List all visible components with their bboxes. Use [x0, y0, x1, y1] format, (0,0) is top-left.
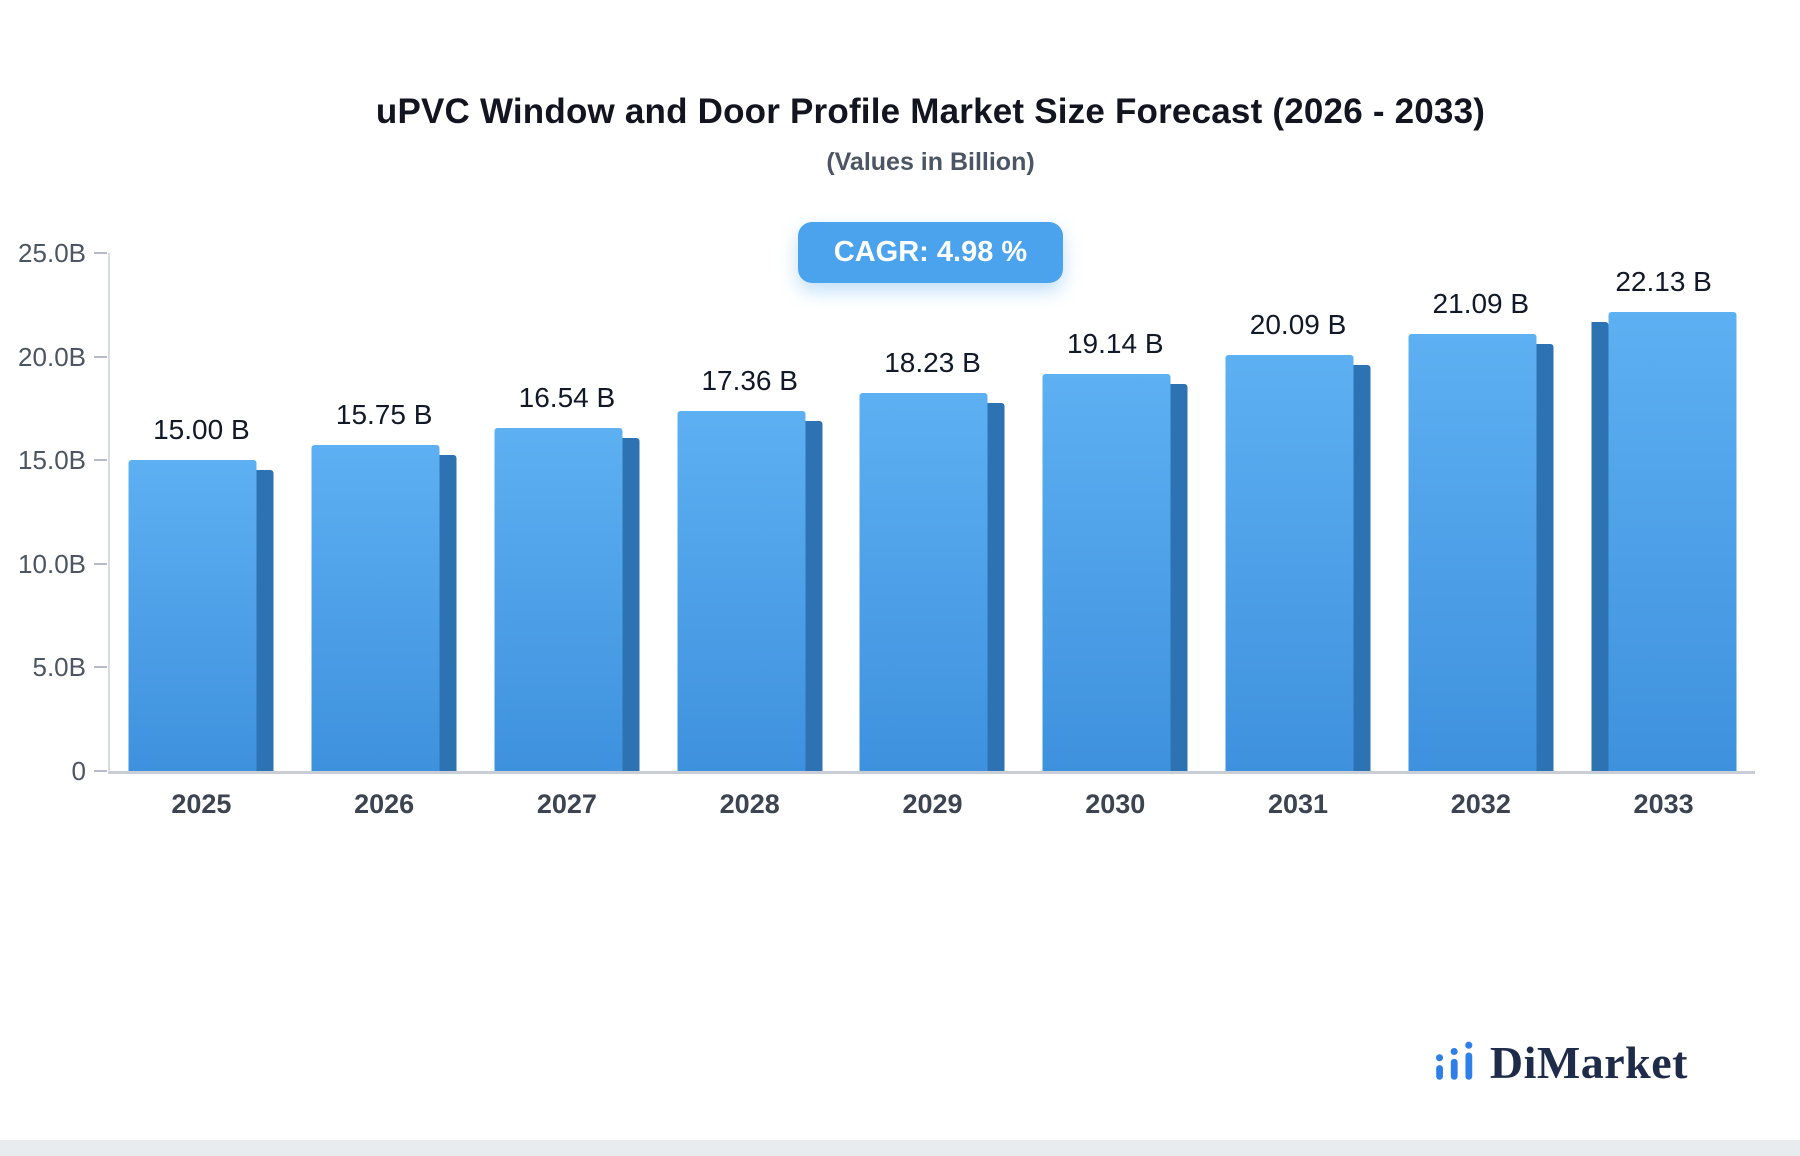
- x-axis-label: 2026: [354, 789, 415, 819]
- bar-front-face: [311, 444, 440, 771]
- bar-value-label: 15.00 B: [153, 414, 250, 446]
- bar-side-face: [622, 438, 640, 771]
- bar-value-label: 21.09 B: [1432, 288, 1530, 320]
- bar[interactable]: [677, 411, 823, 771]
- y-axis-tick: [94, 770, 107, 772]
- bar-value-label: 19.14 B: [1066, 328, 1164, 360]
- bar-front-face: [128, 460, 257, 771]
- bar[interactable]: [1408, 334, 1554, 771]
- bar[interactable]: [128, 460, 274, 771]
- bar-group: 21.09 B 2032: [1389, 253, 1572, 819]
- bar-side-face: [1591, 322, 1609, 771]
- cagr-badge: CAGR: 4.98 %: [797, 222, 1064, 283]
- bar-value-label: 17.36 B: [701, 365, 798, 397]
- bar-side-face: [1353, 364, 1371, 771]
- y-axis-label: 20.0B: [18, 341, 86, 372]
- y-axis-label: 0: [71, 756, 86, 786]
- y-axis-tick: [94, 252, 107, 254]
- brand-name: DiMarket: [1489, 1037, 1688, 1088]
- bar[interactable]: [859, 393, 1005, 771]
- bar[interactable]: [494, 428, 640, 771]
- bar-group: 15.75 B 2026: [293, 253, 476, 819]
- bar-front-face: [1225, 354, 1354, 771]
- chart-subtitle: (Values in Billion): [826, 148, 1035, 176]
- y-axis-label: 25.0B: [18, 238, 86, 268]
- bar-front-face: [1042, 374, 1171, 771]
- bar-side-face: [805, 421, 823, 771]
- dimarket-logo-icon: [1432, 1040, 1478, 1086]
- bar-side-face: [439, 454, 457, 771]
- bar-front-face: [494, 428, 623, 771]
- chart-title: uPVC Window and Door Profile Market Size…: [375, 92, 1486, 131]
- x-axis-label: 2030: [1085, 789, 1146, 819]
- bar-value-label: 18.23 B: [884, 347, 981, 379]
- y-axis: 25.0B 20.0B 15.0B 10.0B 5.0B 0: [0, 238, 87, 786]
- y-axis-label: 10.0B: [18, 548, 86, 579]
- y-axis-tick: [94, 562, 107, 565]
- bar-value-label: 20.09 B: [1249, 308, 1347, 340]
- bar-group: 19.14 B 2030: [1024, 253, 1207, 819]
- x-axis-label: 2031: [1267, 789, 1329, 819]
- bar-group: 22.13 B 2033: [1572, 253, 1755, 819]
- x-axis-label: 2027: [536, 789, 597, 819]
- cagr-badge-row: CAGR: 4.98 %: [108, 222, 1753, 283]
- y-axis-label: 15.0B: [18, 445, 86, 476]
- bar-front-face: [1608, 312, 1737, 771]
- y-axis-tick: [94, 666, 107, 669]
- bar-group: 17.36 B 2028: [658, 253, 841, 819]
- y-axis-tick: [94, 355, 107, 358]
- bottom-strip: [0, 1140, 1800, 1156]
- x-axis-label: 2025: [171, 789, 232, 819]
- bar-front-face: [859, 393, 988, 771]
- bar-front-face: [1408, 334, 1537, 771]
- bar-group: 20.09 B 2031: [1207, 253, 1390, 819]
- bar-value-label: 16.54 B: [518, 382, 616, 414]
- bar-value-label: 15.75 B: [335, 398, 433, 430]
- bar[interactable]: [1591, 312, 1737, 771]
- bar-side-face: [1536, 344, 1554, 771]
- bar-group: 18.23 B 2029: [841, 253, 1024, 819]
- bar-side-face: [256, 470, 274, 771]
- x-axis-label: 2028: [719, 789, 780, 819]
- y-axis-label: 5.0B: [32, 652, 87, 683]
- x-axis-label: 2032: [1450, 789, 1511, 819]
- y-axis-tick: [94, 459, 107, 462]
- brand-logo: DiMarket: [1432, 1036, 1688, 1089]
- bar[interactable]: [1225, 354, 1371, 771]
- bar-group: 15.00 B 2025: [110, 253, 293, 819]
- bar-front-face: [677, 411, 806, 771]
- bar-side-face: [1170, 384, 1188, 771]
- bar[interactable]: [311, 444, 457, 771]
- x-axis-label: 2029: [902, 789, 963, 819]
- bar-value-label: 22.13 B: [1615, 266, 1712, 298]
- bar-side-face: [987, 403, 1005, 771]
- plot-area: 15.00 B 2025 15.75 B 2026 16.54 B 2027 17.36 B…: [94, 252, 1755, 819]
- bar-group: 16.54 B 2027: [476, 253, 659, 819]
- bar[interactable]: [1042, 374, 1188, 771]
- x-axis-label: 2033: [1633, 789, 1694, 819]
